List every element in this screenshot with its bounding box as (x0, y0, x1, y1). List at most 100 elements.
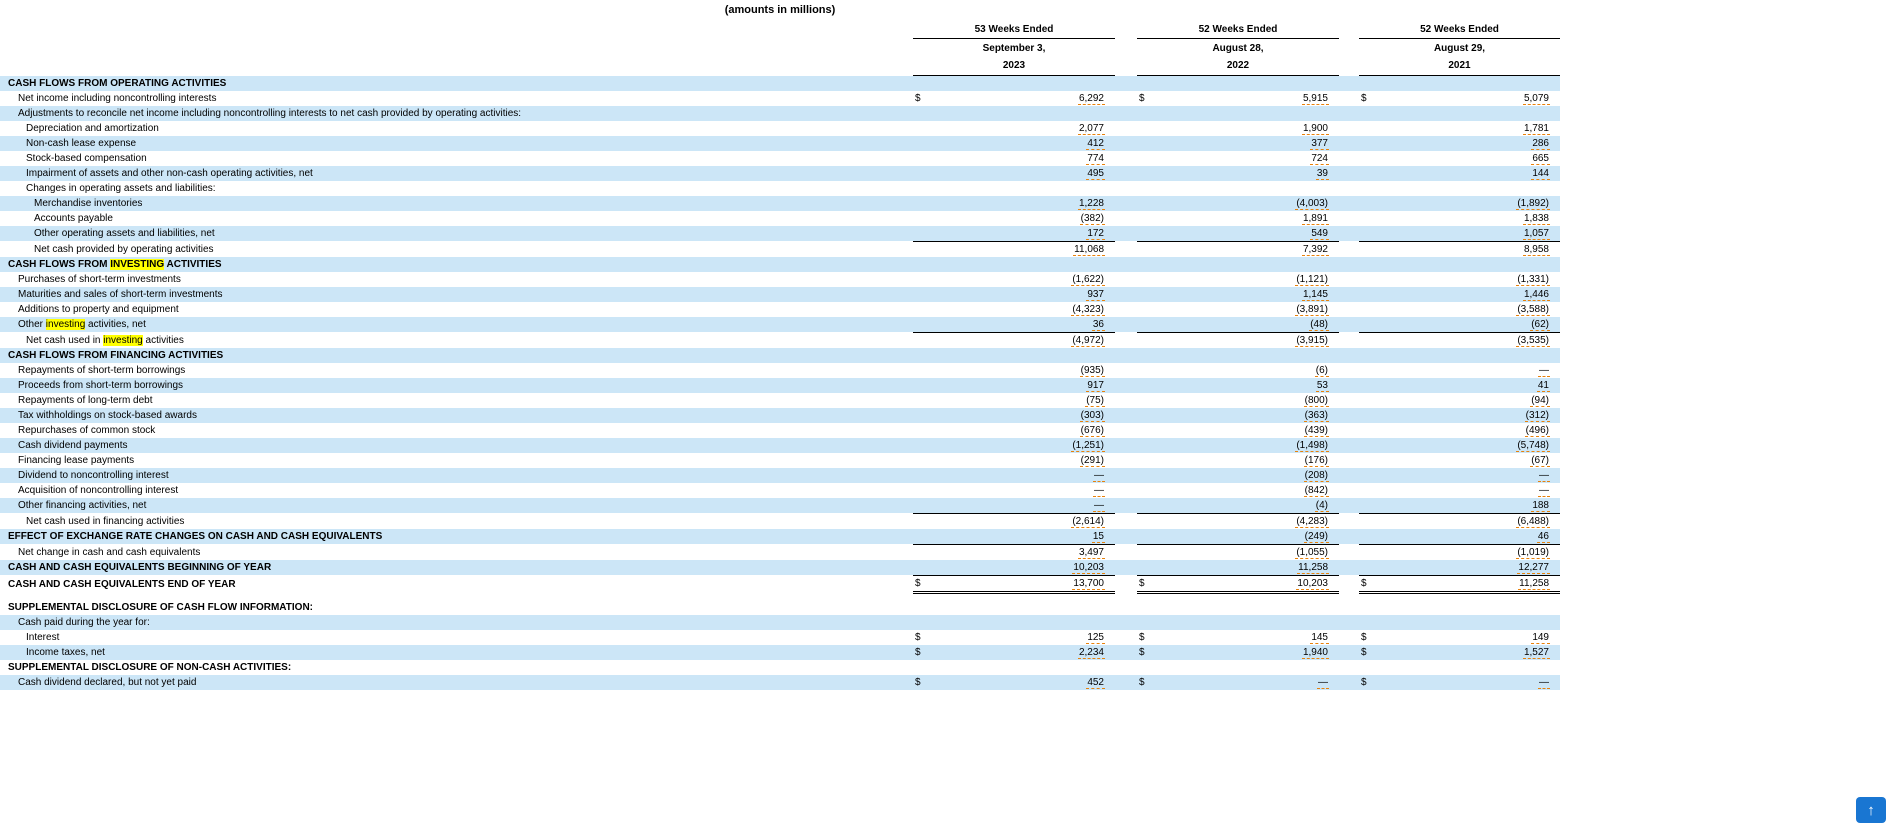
fact-value[interactable]: (6,488) (1516, 515, 1550, 528)
fact-value[interactable]: 5,915 (1301, 92, 1329, 105)
fact-value[interactable]: (4,972) (1071, 334, 1105, 347)
fact-value[interactable]: 8,958 (1522, 243, 1550, 256)
fact-value[interactable]: 1,891 (1301, 212, 1329, 225)
fact-value[interactable]: 172 (1086, 227, 1105, 240)
fact-value[interactable]: 3,497 (1077, 546, 1105, 559)
fact-value[interactable]: 937 (1086, 288, 1105, 301)
fact-value[interactable]: 11,258 (1518, 577, 1550, 589)
fact-value[interactable]: 286 (1531, 137, 1550, 150)
fact-value[interactable]: (800) (1303, 394, 1329, 407)
fact-value[interactable]: 36 (1091, 318, 1105, 331)
fact-value[interactable]: 6,292 (1077, 92, 1105, 105)
fact-value[interactable]: (75) (1085, 394, 1105, 407)
fact-value[interactable]: 1,781 (1522, 122, 1550, 135)
fact-value[interactable]: 39 (1315, 167, 1329, 180)
fact-value[interactable]: (1,019) (1516, 546, 1550, 559)
fact-value[interactable]: — (1538, 677, 1550, 689)
fact-value[interactable]: (842) (1303, 484, 1329, 497)
fact-value[interactable]: (1,892) (1516, 197, 1550, 210)
fact-value[interactable]: (4,323) (1071, 303, 1105, 316)
fact-value[interactable]: 1,940 (1301, 647, 1329, 659)
fact-value[interactable]: (4,283) (1295, 515, 1329, 528)
fact-value[interactable]: 125 (1086, 632, 1105, 644)
fact-value[interactable]: 665 (1531, 152, 1550, 165)
fact-value[interactable]: 149 (1531, 632, 1550, 644)
fact-value[interactable]: 774 (1086, 152, 1105, 165)
fact-value[interactable]: (312) (1524, 409, 1550, 422)
fact-value[interactable]: 1,145 (1301, 288, 1329, 301)
fact-value[interactable]: 1,057 (1522, 227, 1550, 240)
fact-value[interactable]: (935) (1079, 364, 1105, 377)
fact-value[interactable]: (5,748) (1516, 439, 1550, 452)
fact-value[interactable]: (67) (1530, 454, 1550, 467)
fact-value[interactable]: 495 (1086, 167, 1105, 180)
fact-value[interactable]: 917 (1086, 379, 1105, 392)
fact-value[interactable]: 412 (1086, 137, 1105, 150)
fact-value[interactable]: (208) (1303, 469, 1329, 482)
fact-value[interactable]: 145 (1310, 632, 1329, 644)
fact-value[interactable]: 1,527 (1522, 647, 1550, 659)
fact-value[interactable]: (303) (1079, 409, 1105, 422)
fact-value[interactable]: (1,331) (1516, 273, 1550, 286)
fact-value[interactable]: 53 (1315, 379, 1329, 392)
fact-value[interactable]: (2,614) (1071, 515, 1105, 528)
fact-value[interactable]: (3,535) (1516, 334, 1550, 347)
fact-value[interactable]: — (1093, 499, 1105, 512)
fact-value[interactable]: 41 (1536, 379, 1550, 392)
fact-value[interactable]: 46 (1536, 530, 1550, 543)
fact-value[interactable]: (1,622) (1071, 273, 1105, 286)
fact-value[interactable]: (1,498) (1295, 439, 1329, 452)
fact-value[interactable]: 10,203 (1072, 561, 1105, 574)
fact-value[interactable]: — (1093, 469, 1105, 482)
fact-value[interactable]: (48) (1309, 318, 1329, 331)
fact-value[interactable]: (676) (1079, 424, 1105, 437)
fact-value[interactable]: — (1538, 364, 1550, 377)
fact-value[interactable]: 188 (1531, 499, 1550, 512)
fact-value[interactable]: 12,277 (1517, 561, 1550, 574)
fact-value[interactable]: 5,079 (1522, 92, 1550, 105)
fact-value[interactable]: 2,077 (1077, 122, 1105, 135)
fact-value[interactable]: (249) (1303, 530, 1329, 543)
fact-value[interactable]: 11,068 (1073, 243, 1105, 256)
fact-value[interactable]: (439) (1303, 424, 1329, 437)
fact-value[interactable]: (3,588) (1516, 303, 1550, 316)
fact-value[interactable]: (94) (1530, 394, 1550, 407)
fact-value[interactable]: (4) (1314, 499, 1329, 512)
column-gap (1339, 483, 1359, 498)
fact-value[interactable]: — (1538, 469, 1550, 482)
fact-value[interactable]: (1,121) (1295, 273, 1329, 286)
fact-value[interactable]: (291) (1079, 454, 1105, 467)
fact-value[interactable]: 13,700 (1072, 577, 1105, 589)
fact-value[interactable]: — (1317, 677, 1329, 689)
fact-value[interactable]: (1,055) (1295, 546, 1329, 559)
fact-value[interactable]: 1,228 (1077, 197, 1105, 210)
fact-value[interactable]: 724 (1310, 152, 1329, 165)
fact-value[interactable]: 7,392 (1301, 243, 1329, 256)
dollar-sign-cell (1359, 317, 1389, 333)
fact-value[interactable]: (4,003) (1295, 197, 1329, 210)
fact-value[interactable]: 10,203 (1296, 577, 1329, 589)
fact-value[interactable]: (176) (1303, 454, 1329, 467)
fact-value[interactable]: — (1538, 484, 1550, 497)
scroll-to-top-button[interactable]: ↑ (1856, 797, 1886, 823)
fact-value[interactable]: 11,258 (1297, 561, 1329, 574)
fact-value[interactable]: 549 (1310, 227, 1329, 240)
fact-value[interactable]: 1,900 (1301, 122, 1329, 135)
fact-value[interactable]: — (1093, 484, 1105, 497)
fact-value[interactable]: 452 (1086, 677, 1105, 689)
fact-value[interactable]: (363) (1303, 409, 1329, 422)
fact-value[interactable]: (6) (1314, 364, 1329, 377)
fact-value[interactable]: (62) (1530, 318, 1550, 331)
fact-value[interactable]: (3,891) (1295, 303, 1329, 316)
fact-value[interactable]: (1,251) (1071, 439, 1105, 452)
fact-value[interactable]: (382) (1079, 212, 1105, 225)
fact-value[interactable]: 144 (1531, 167, 1550, 180)
fact-value[interactable]: 2,234 (1077, 647, 1105, 659)
fact-value[interactable]: (3,915) (1295, 334, 1329, 347)
fact-value[interactable]: 1,446 (1522, 288, 1550, 301)
table-row: Net cash used in investing activities (4,… (0, 331, 1560, 348)
fact-value[interactable]: 15 (1091, 530, 1105, 543)
fact-value[interactable]: (496) (1524, 424, 1550, 437)
fact-value[interactable]: 377 (1310, 137, 1329, 150)
fact-value[interactable]: 1,838 (1522, 212, 1550, 225)
